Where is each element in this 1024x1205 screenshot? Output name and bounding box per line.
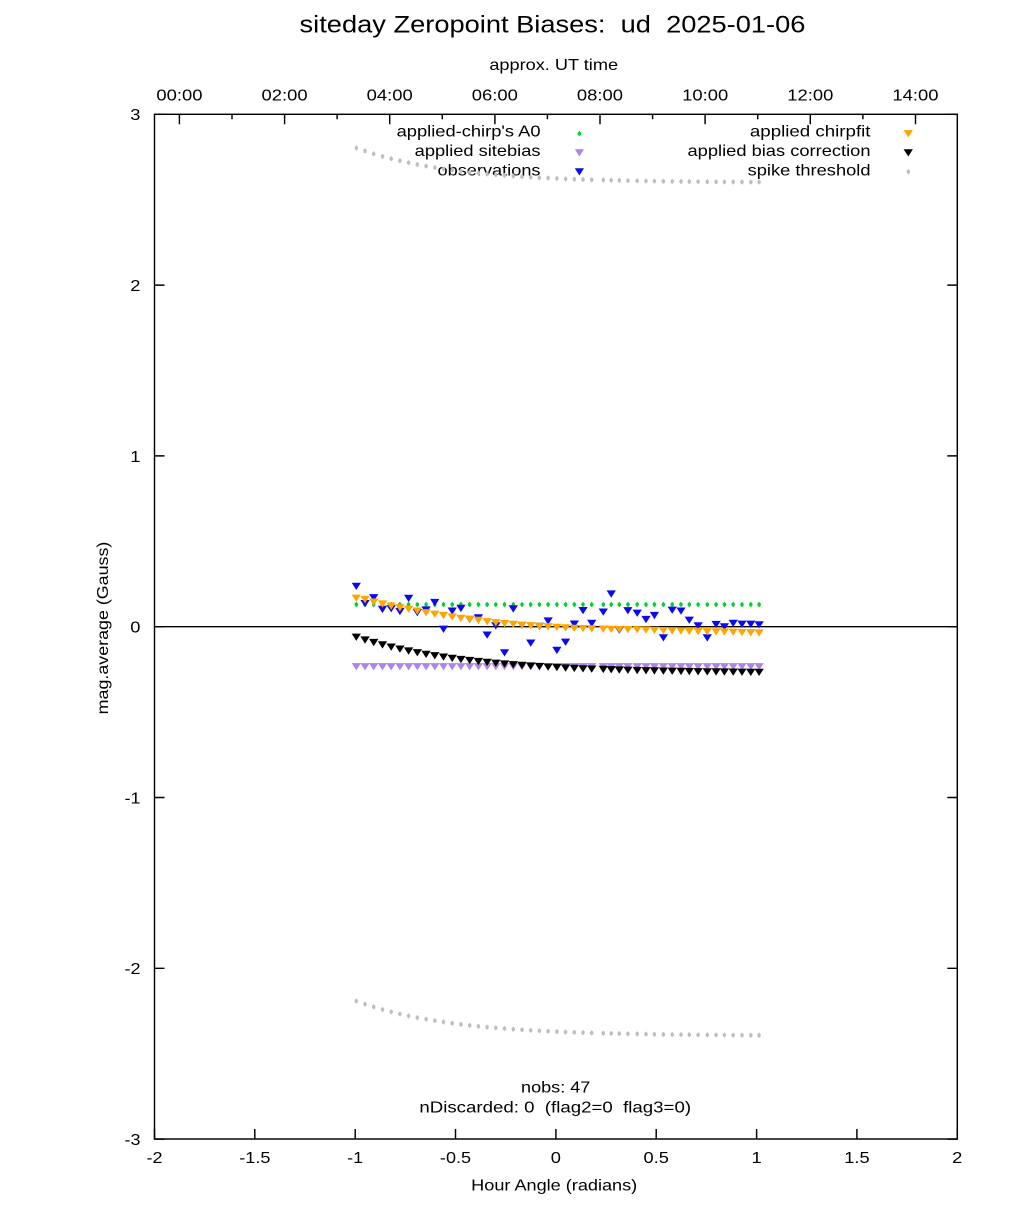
svg-text:0: 0 [551, 1150, 561, 1167]
svg-text:0: 0 [130, 620, 140, 637]
svg-text:-1: -1 [347, 1150, 363, 1167]
svg-text:applied-chirp's A0: applied-chirp's A0 [397, 124, 541, 141]
svg-text:02:00: 02:00 [262, 87, 308, 104]
svg-text:mag.average (Gauss): mag.average (Gauss) [95, 542, 112, 715]
svg-text:applied sitebias: applied sitebias [415, 143, 541, 160]
svg-text:spike threshold: spike threshold [748, 162, 871, 179]
svg-text:12:00: 12:00 [787, 87, 833, 104]
svg-text:nobs: 47: nobs: 47 [521, 1079, 590, 1096]
svg-text:-3: -3 [125, 1132, 141, 1149]
svg-text:00:00: 00:00 [156, 87, 202, 104]
svg-text:-2: -2 [125, 961, 141, 978]
svg-text:siteday Zeropoint Biases: ud: siteday Zeropoint Biases: ud 2025-01-06 [300, 12, 806, 39]
svg-text:-1.5: -1.5 [239, 1150, 270, 1167]
svg-text:2: 2 [130, 278, 140, 295]
svg-text:08:00: 08:00 [577, 87, 623, 104]
svg-text:3: 3 [130, 107, 140, 124]
svg-text:-2: -2 [147, 1150, 163, 1167]
svg-text:-0.5: -0.5 [440, 1150, 471, 1167]
svg-text:applied bias correction: applied bias correction [688, 143, 871, 160]
svg-text:Hour Angle (radians): Hour Angle (radians) [471, 1177, 637, 1194]
svg-text:approx. UT time: approx. UT time [489, 57, 618, 74]
svg-text:06:00: 06:00 [472, 87, 518, 104]
svg-text:2: 2 [952, 1150, 962, 1167]
svg-text:1.5: 1.5 [844, 1150, 870, 1167]
svg-text:1: 1 [130, 449, 140, 466]
svg-text:04:00: 04:00 [367, 87, 413, 104]
svg-text:nDiscarded: 0 (flag2=0 flag3: nDiscarded: 0 (flag2=0 flag3=0) [419, 1100, 691, 1117]
svg-text:0.5: 0.5 [644, 1150, 670, 1167]
svg-text:1: 1 [752, 1150, 762, 1167]
svg-text:14:00: 14:00 [892, 87, 938, 104]
svg-text:10:00: 10:00 [682, 87, 728, 104]
svg-text:applied chirpfit: applied chirpfit [750, 124, 871, 141]
svg-text:-1: -1 [125, 790, 141, 807]
